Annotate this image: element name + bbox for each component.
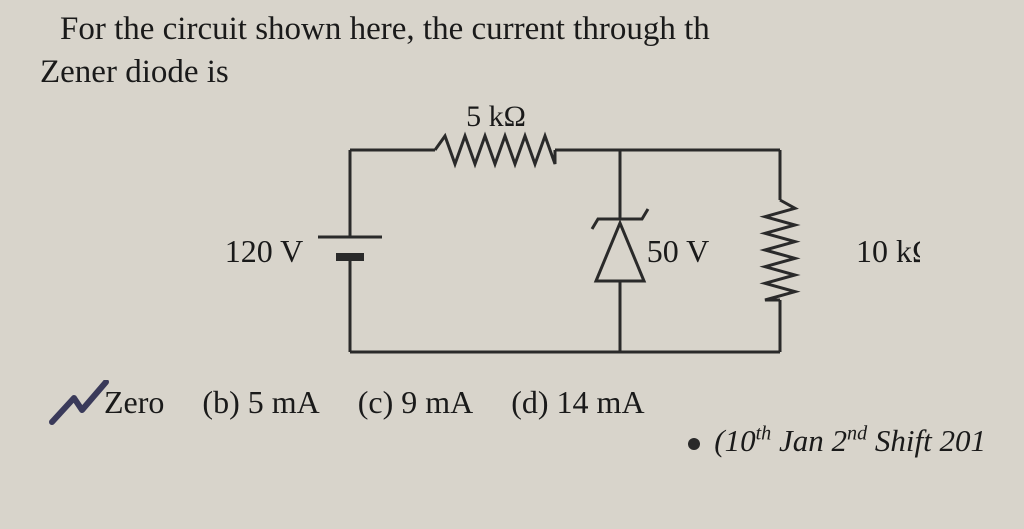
source-citation: (10th Jan 2nd Shift 201	[40, 423, 986, 459]
options-row: Zero (b) 5 mA (c) 9 mA (d) 14 mA	[60, 384, 1004, 421]
option-a-text: Zero	[104, 384, 164, 421]
svg-text:50 V: 50 V	[647, 233, 710, 269]
checkmark-icon	[46, 380, 110, 428]
option-c-text: 9 mA	[401, 384, 473, 420]
svg-text:10 kΩ: 10 kΩ	[856, 233, 920, 269]
svg-text:120 V: 120 V	[225, 233, 304, 269]
option-a: Zero	[60, 384, 164, 421]
option-b-prefix: (b)	[202, 384, 239, 420]
option-c: (c) 9 mA	[358, 384, 474, 421]
option-d-prefix: (d)	[511, 384, 548, 420]
bullet-icon	[688, 438, 700, 450]
option-b: (b) 5 mA	[202, 384, 319, 421]
circuit-diagram: 5 kΩ 120 V 50 V 10 kΩ	[220, 100, 920, 380]
svg-text:5 kΩ: 5 kΩ	[466, 100, 526, 133]
option-d: (d) 14 mA	[511, 384, 644, 421]
option-c-prefix: (c)	[358, 384, 394, 420]
option-b-text: 5 mA	[248, 384, 320, 420]
question-text-line2: Zener diode is	[40, 51, 1004, 94]
option-d-text: 14 mA	[557, 384, 645, 420]
question-text-line1: For the circuit shown here, the current …	[60, 8, 1004, 51]
